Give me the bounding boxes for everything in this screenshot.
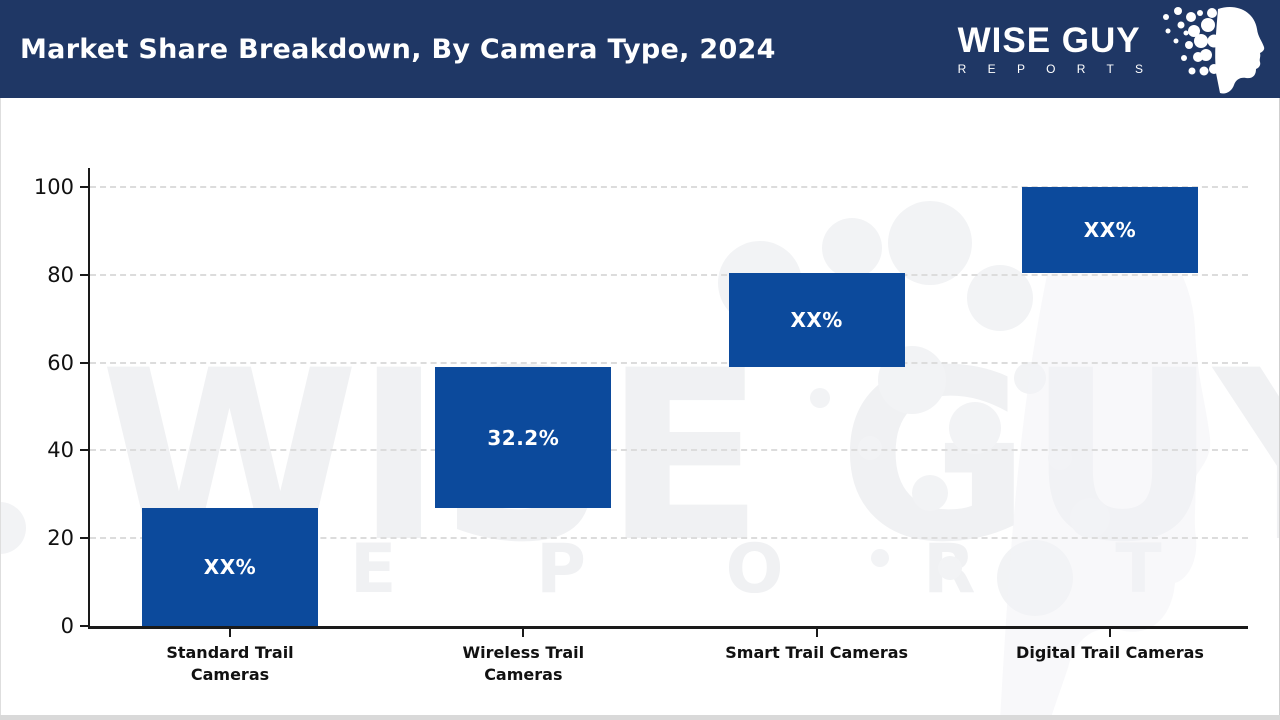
y-tick-label-60: 60: [47, 350, 74, 375]
x-tick-4: [1108, 629, 1111, 637]
bar-value-label: XX%: [790, 308, 843, 332]
logo-text: WISE GUY R E P O R T S: [958, 23, 1152, 76]
gridline-40: [90, 449, 1248, 452]
page-title: Market Share Breakdown, By Camera Type, …: [20, 33, 776, 65]
page-bottom-border: [0, 715, 1280, 720]
y-tick-80: [80, 273, 88, 276]
y-tick-60: [80, 361, 88, 364]
bar-value-label: XX%: [1083, 218, 1137, 243]
bar-value-label: 32.2%: [487, 425, 560, 450]
y-tick-label-20: 20: [47, 526, 74, 551]
logo-brand-name: WISE GUY: [957, 20, 1141, 60]
y-tick-40: [80, 449, 88, 452]
y-tick-label-40: 40: [47, 438, 74, 463]
category-label-3: Smart Trail Cameras: [725, 643, 909, 662]
y-tick-label-100: 100: [33, 175, 74, 199]
category-label-2: Wireless Trail Cameras: [462, 643, 585, 684]
y-tick-100: [80, 186, 88, 188]
category-label-1: Standard Trail Cameras: [166, 643, 294, 684]
wise-guy-reports-logo: WISE GUY R E P O R T S: [958, 3, 1280, 95]
y-tick-20: [80, 537, 88, 540]
x-axis-line: [88, 626, 1248, 629]
y-tick-0: [80, 625, 88, 627]
bar-3: XX%: [728, 273, 905, 367]
gridline-100: [90, 186, 1248, 188]
y-tick-label-0: 0: [60, 614, 74, 638]
bar-2: 32.2%: [435, 366, 612, 509]
chart-plot-area: WISE GUY R E P O R T S 020406080100XX%St…: [0, 98, 1280, 720]
logo-face-icon: [1163, 7, 1265, 94]
category-label-4: Digital Trail Cameras: [1016, 643, 1204, 662]
gridline-60: [90, 361, 1248, 364]
bar-value-label: XX%: [203, 555, 257, 580]
y-tick-label-80: 80: [47, 262, 74, 287]
page-left-border: [0, 98, 1, 720]
x-tick-3: [815, 629, 818, 637]
bar-1: XX%: [142, 508, 318, 626]
y-axis-line: [88, 168, 90, 626]
x-tick-2: [522, 629, 525, 637]
bar-4: XX%: [1021, 187, 1198, 274]
gridline-20: [90, 537, 1248, 540]
gridline-80: [90, 273, 1248, 276]
x-tick-1: [229, 629, 231, 637]
header-bar: Market Share Breakdown, By Camera Type, …: [0, 0, 1280, 98]
logo-brand-subtitle: R E P O R T S: [957, 61, 1152, 76]
